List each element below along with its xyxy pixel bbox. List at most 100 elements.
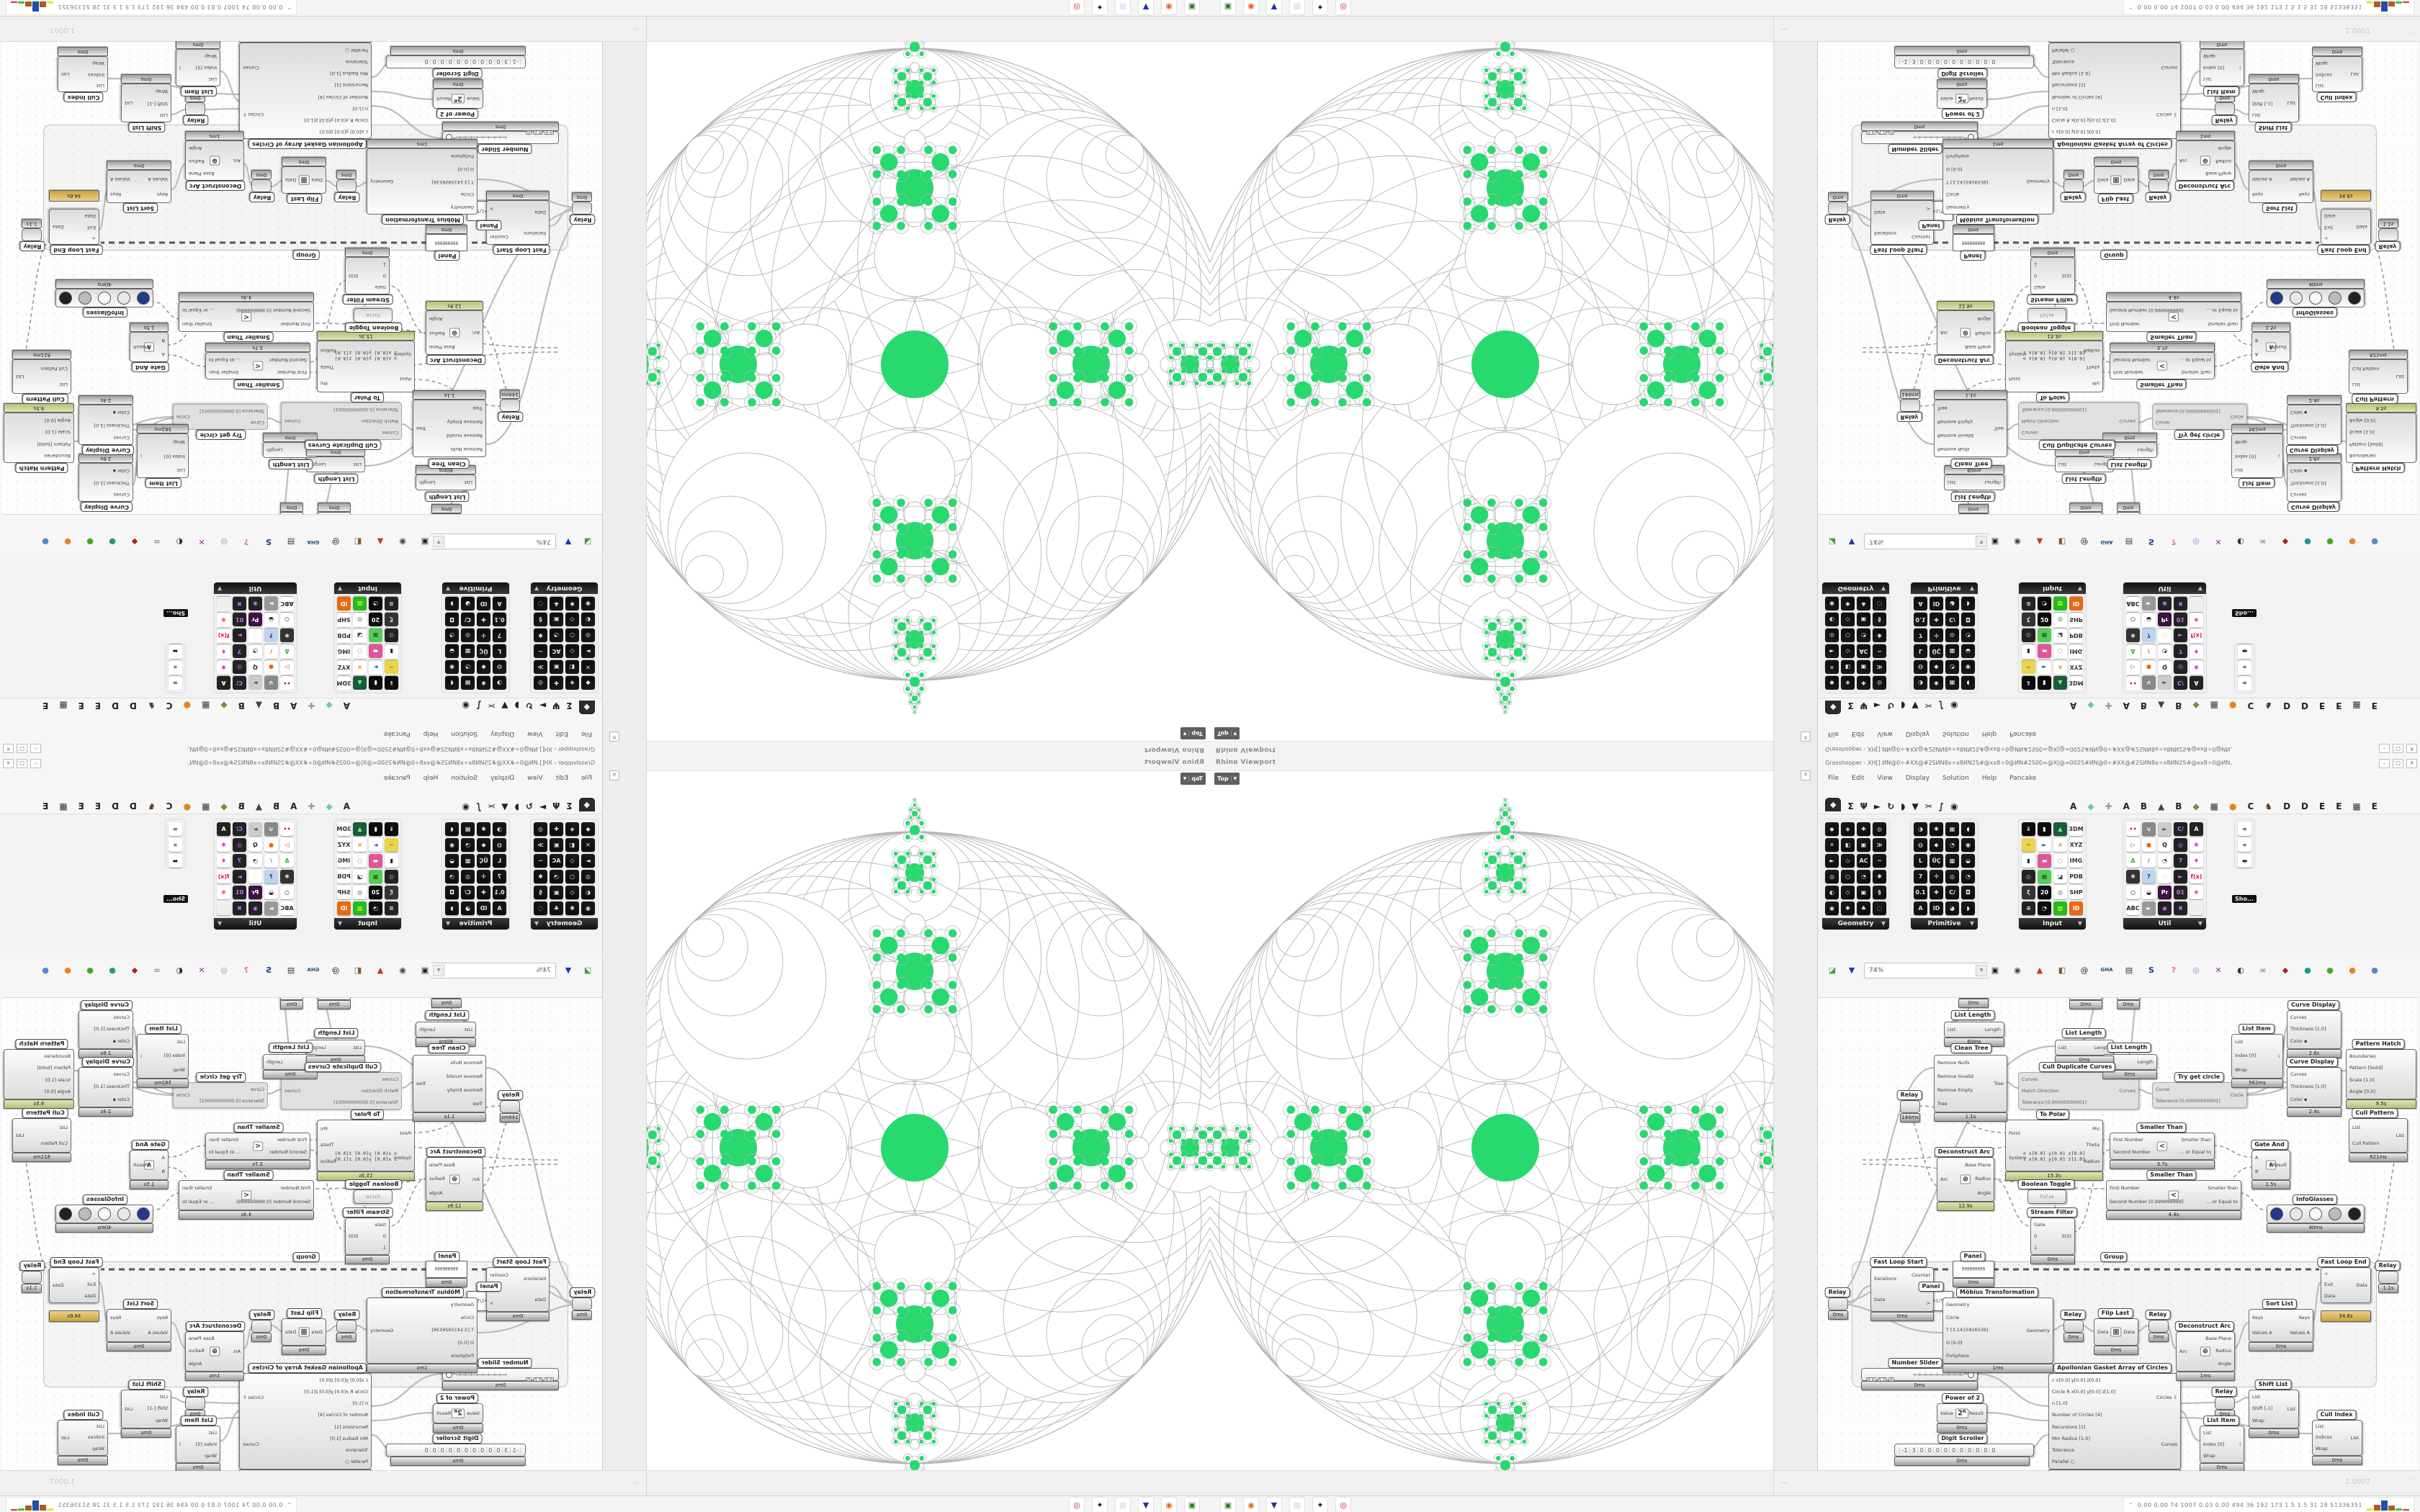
component-icon[interactable]: C/ — [461, 886, 475, 899]
node-label-apollonian-gasket-array-of-circles[interactable]: Apollonian Gasket Array of Circles — [248, 139, 367, 149]
component-icon[interactable]: ◘ — [1961, 613, 1975, 626]
component-icon[interactable]: ○ — [280, 886, 294, 899]
component-icon[interactable]: ◇ — [1841, 644, 1855, 658]
menu-display[interactable]: Display — [1905, 730, 1930, 737]
tab-plugin-1[interactable]: ◆ — [2087, 801, 2094, 811]
node-label-group[interactable]: Group — [292, 250, 320, 260]
node-label-m-bius-transformation[interactable]: Möbius Transformation — [1956, 1287, 2038, 1297]
node-label-relay[interactable]: Relay — [249, 192, 275, 202]
menu-solution[interactable]: Solution — [1942, 775, 1969, 782]
component-icon[interactable]: ξ — [385, 613, 398, 626]
gh-node-power-of-2[interactable]: Value Result 2ᴿ — [433, 89, 483, 109]
toolbar-icon-0[interactable]: ◪ — [581, 963, 595, 977]
component-icon[interactable]: ID — [2069, 597, 2083, 611]
node-label-panel[interactable]: Panel — [1960, 251, 1986, 261]
node-label-panel[interactable]: Panel — [434, 251, 460, 261]
gh-node-clean-tree[interactable]: Remove Nulls Remove Invalid Remove Empty Tr… — [1934, 400, 2007, 457]
component-icon[interactable]: ► — [2038, 838, 2051, 852]
tab-plugin-0[interactable]: A — [2070, 701, 2077, 711]
tab-plugin-15[interactable]: E — [78, 701, 84, 711]
node-label-relay[interactable]: Relay — [2060, 1310, 2086, 1320]
component-icon[interactable]: ABC — [2126, 597, 2140, 611]
tab-category-6[interactable]: ✂ — [1924, 801, 1932, 811]
tab-plugin-7[interactable]: ◆ — [2192, 701, 2200, 711]
tab-plugin-0[interactable]: A — [343, 701, 350, 711]
component-icon[interactable]: ◎ — [1873, 822, 1886, 836]
gh-node-panel[interactable]: 999999999 — [1953, 1261, 1994, 1278]
gh-node-relay[interactable] — [2378, 1271, 2398, 1284]
component-icon[interactable]: ∪ — [264, 822, 278, 836]
chevron-down-icon[interactable]: ▼ — [433, 536, 444, 547]
toolbar-icon-17[interactable]: ● — [83, 963, 97, 977]
viewport-canvas[interactable] — [1210, 42, 1773, 727]
node-label-group[interactable]: Group — [292, 1252, 320, 1262]
component-icon[interactable]: ✱ — [477, 822, 490, 836]
toolbar-icon-2[interactable]: ▣ — [418, 963, 432, 977]
component-icon[interactable]: ◐ — [581, 886, 595, 899]
app-firefox-icon[interactable]: ◉ — [1161, 0, 1177, 15]
tab-category-8[interactable]: ◉ — [462, 801, 470, 811]
tab-plugin-13[interactable]: D — [111, 801, 119, 811]
tab-category-4[interactable]: ◗ — [514, 701, 519, 711]
component-icon[interactable]: ~ — [385, 838, 398, 852]
gh-node-boolean-toggle[interactable]: False — [2027, 308, 2066, 323]
component-icon[interactable]: ✱ — [534, 870, 547, 883]
node-label-relay[interactable]: Relay — [1824, 1287, 1850, 1297]
app-floppy-icon[interactable]: ▼ — [1138, 0, 1154, 15]
component-icon[interactable]: ♣ — [1857, 597, 1870, 611]
component-icon[interactable]: ◒ — [264, 886, 278, 899]
close-button[interactable]: ✕ — [3, 744, 14, 753]
component-icon[interactable]: ▣ — [1857, 613, 1870, 626]
gh-node-deconstruct-arc[interactable]: Arc Base Plane Radius Angle ⊕ — [2176, 140, 2235, 181]
menu-view[interactable]: View — [527, 775, 543, 782]
component-icon[interactable]: ► — [2158, 822, 2172, 836]
component-icon[interactable]: ✱ — [217, 613, 230, 626]
node-canvas[interactable]: 2790320msList LengthListLength60msClean … — [1818, 41, 2418, 515]
palette-group-label[interactable]: Input ▼ — [2019, 918, 2086, 930]
component-icon[interactable]: 7 — [233, 854, 246, 868]
tab-category-1[interactable]: Ψ — [552, 801, 560, 811]
component-icon[interactable]: ▮ — [2022, 644, 2035, 658]
component-icon[interactable]: ◎ — [1825, 870, 1839, 883]
component-icon[interactable]: XYZ — [2069, 660, 2083, 674]
tab-plugin-5[interactable]: ▲ — [2158, 801, 2165, 811]
node-label-to-polar[interactable]: To Polar — [2035, 1110, 2070, 1120]
component-icon[interactable]: ◔ — [248, 644, 262, 658]
menu-view[interactable]: View — [1877, 775, 1893, 782]
node-label-flip-last[interactable]: Flip Last — [2097, 1308, 2133, 1318]
component-icon[interactable]: ✛ — [1930, 870, 1943, 883]
toolbar-icon-3[interactable]: ◉ — [2010, 963, 2025, 977]
component-icon[interactable]: ✛ — [477, 870, 490, 883]
toolbar-icon-2[interactable]: ▣ — [1988, 963, 2002, 977]
app-settings-icon[interactable]: ◎ — [1069, 0, 1085, 15]
component-icon[interactable]: ♣ — [550, 597, 563, 611]
gh-node-pattern-hatch[interactable]: Boundaries Pattern [Solid] Scale [1.0] Angl… — [4, 1049, 74, 1099]
toolbar-icon-3[interactable]: ◉ — [2010, 535, 2025, 549]
component-icon[interactable]: ◒ — [264, 613, 278, 626]
tab-category-1[interactable]: Ψ — [1860, 801, 1868, 811]
toolbar-icon-10[interactable]: ? — [2166, 963, 2181, 977]
component-icon[interactable]: •• — [280, 676, 294, 690]
node-label-gate-and[interactable]: Gate And — [2251, 1140, 2288, 1150]
tab-plugin-1[interactable]: ◆ — [326, 701, 333, 711]
gh-node-m-bius-transformation[interactable]: Geometry Circle T [3.1415926536] O [0.0] Fix… — [1942, 1297, 2053, 1364]
slider-track[interactable] — [1914, 137, 1964, 138]
toolbar-icon-5[interactable]: ◧ — [2055, 535, 2069, 549]
component-icon[interactable]: ⇓ — [385, 676, 398, 690]
node-label-curve-display[interactable]: Curve Display — [2286, 1057, 2338, 1067]
node-label-sort-list[interactable]: Sort List — [2262, 203, 2298, 213]
node-label-shift-list[interactable]: Shift List — [128, 122, 166, 132]
tab-category-8[interactable]: ◉ — [1950, 701, 1958, 711]
component-icon[interactable]: ▮ — [2038, 676, 2051, 690]
node-label-cull-duplicate-curves[interactable]: Cull Duplicate Curves — [2038, 1062, 2116, 1072]
component-icon[interactable]: ÜÇ — [477, 854, 490, 868]
component-icon[interactable]: ○ — [1841, 629, 1855, 642]
node-label-cull-pattern[interactable]: Cull Pattern — [2352, 1108, 2398, 1118]
component-icon[interactable]: XYZ — [2069, 838, 2083, 852]
node-label-relay[interactable]: Relay — [2145, 1310, 2171, 1320]
gh-node-boolean-toggle[interactable]: False — [354, 308, 393, 323]
component-icon[interactable]: ξ — [2022, 886, 2035, 899]
component-icon[interactable]: ◆ — [581, 822, 595, 836]
